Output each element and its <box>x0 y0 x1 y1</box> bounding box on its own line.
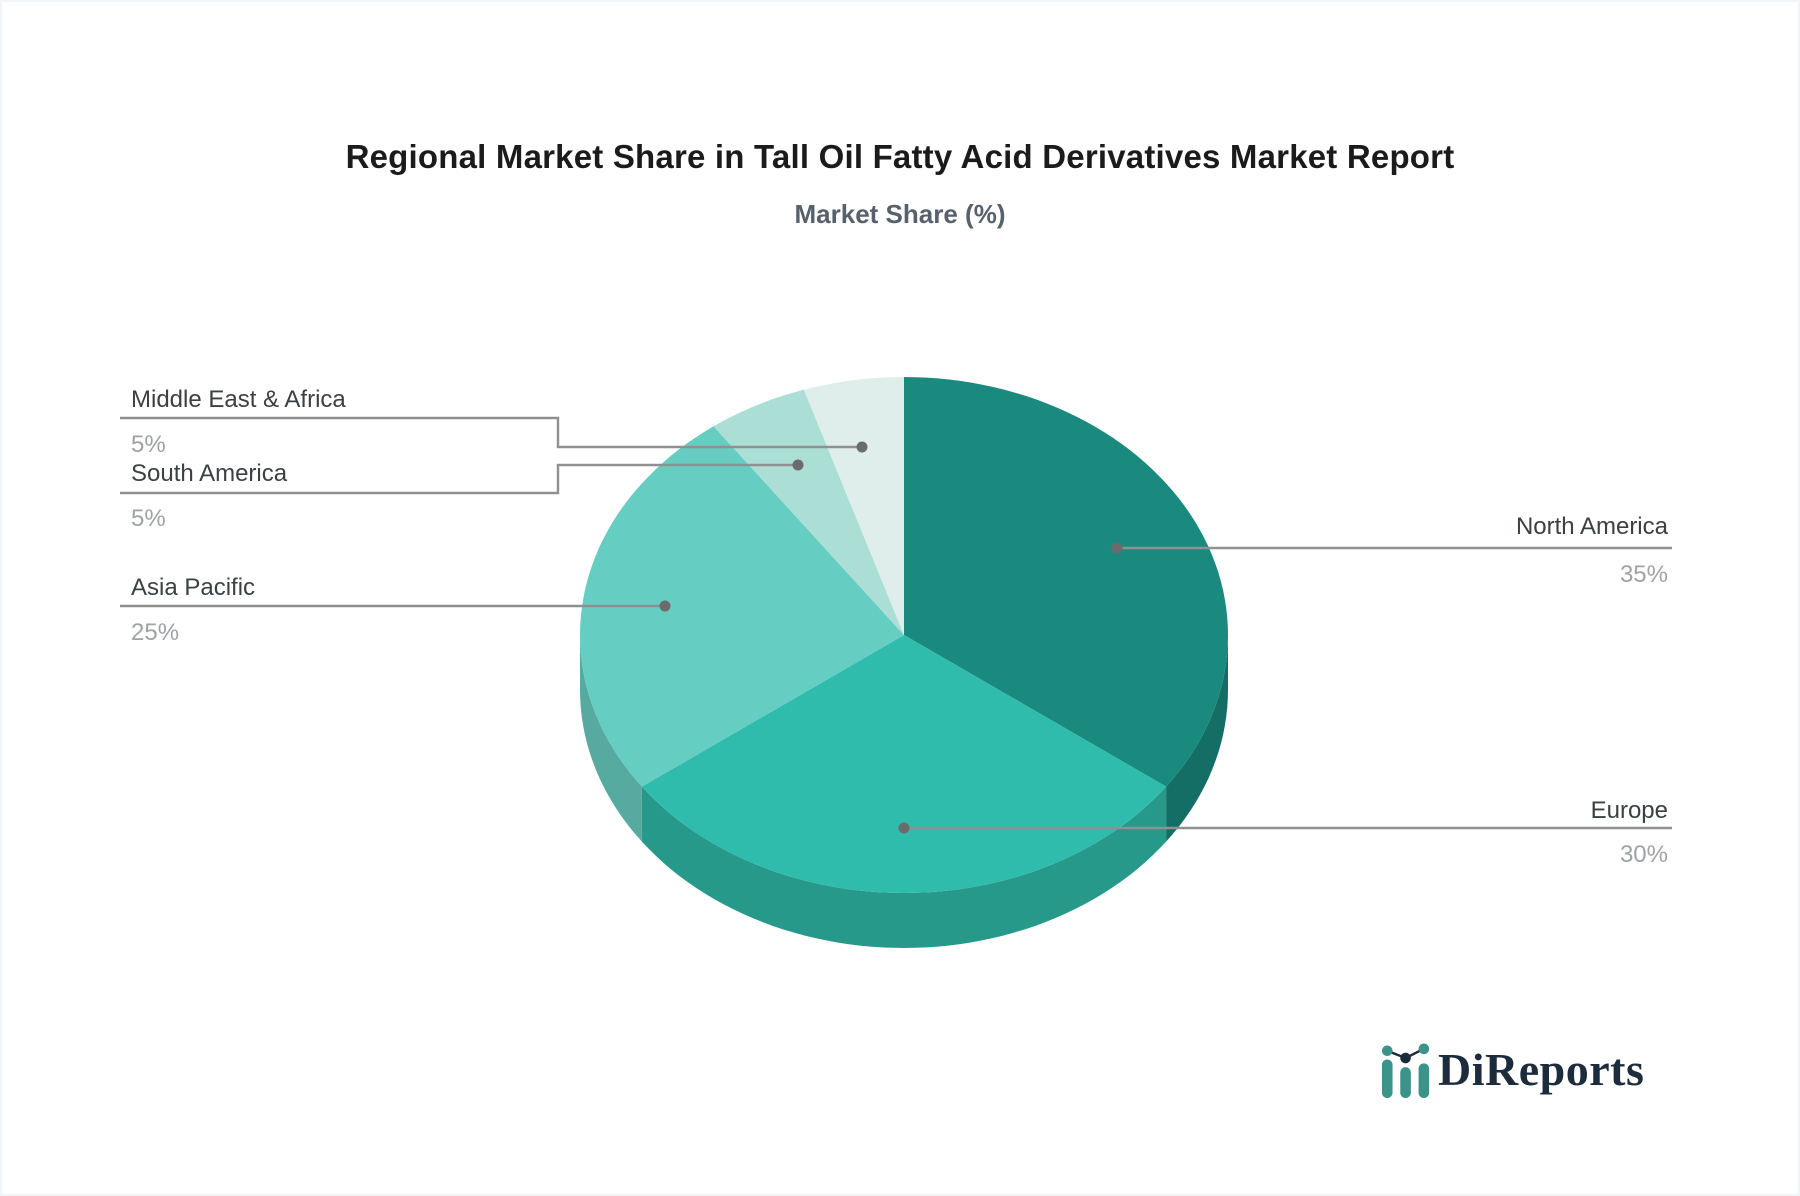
pie-slice-south-america[interactable] <box>713 389 904 635</box>
leader-line-south-america <box>120 463 798 495</box>
slice-value-middle-east-africa: 5% <box>131 431 166 458</box>
pie-slice-side-europe <box>641 786 1167 948</box>
slice-label-middle-east-africa: Middle East & Africa <box>131 386 346 413</box>
leader-dot-south-america <box>792 459 804 471</box>
leader-line-middle-east-africa <box>120 416 862 449</box>
leader-dot-middle-east-africa <box>856 441 868 453</box>
pie-slice-asia-pacific[interactable] <box>580 426 904 787</box>
leader-dot-north-america <box>1111 542 1123 554</box>
slice-label-asia-pacific: Asia Pacific <box>131 574 256 601</box>
logo-bars-icon <box>1381 1043 1430 1099</box>
brand-logo: DiReports <box>1380 1040 1644 1104</box>
slice-label-south-america: South America <box>131 460 288 487</box>
brand-logo-text: DiReports <box>1438 1044 1645 1095</box>
chart-title: Regional Market Share in Tall Oil Fatty … <box>345 138 1455 175</box>
slice-label-north-america: North America <box>1515 513 1668 540</box>
slice-value-europe: 30% <box>1619 841 1668 868</box>
pie-slice-side-asia-pacific <box>580 635 642 842</box>
slice-value-south-america: 5% <box>131 505 166 532</box>
slice-value-asia-pacific: 25% <box>131 619 180 646</box>
slice-label-europe: Europe <box>1590 797 1668 824</box>
leader-dot-europe <box>898 822 910 834</box>
leader-dot-asia-pacific <box>659 600 671 612</box>
chart-subtitle: Market Share (%) <box>794 199 1006 229</box>
pie-slice-middle-east-africa[interactable] <box>803 377 904 635</box>
pie-slice-north-america[interactable] <box>904 377 1228 787</box>
slice-value-north-america: 35% <box>1619 561 1668 588</box>
pie-slice-side-north-america <box>1166 635 1228 842</box>
